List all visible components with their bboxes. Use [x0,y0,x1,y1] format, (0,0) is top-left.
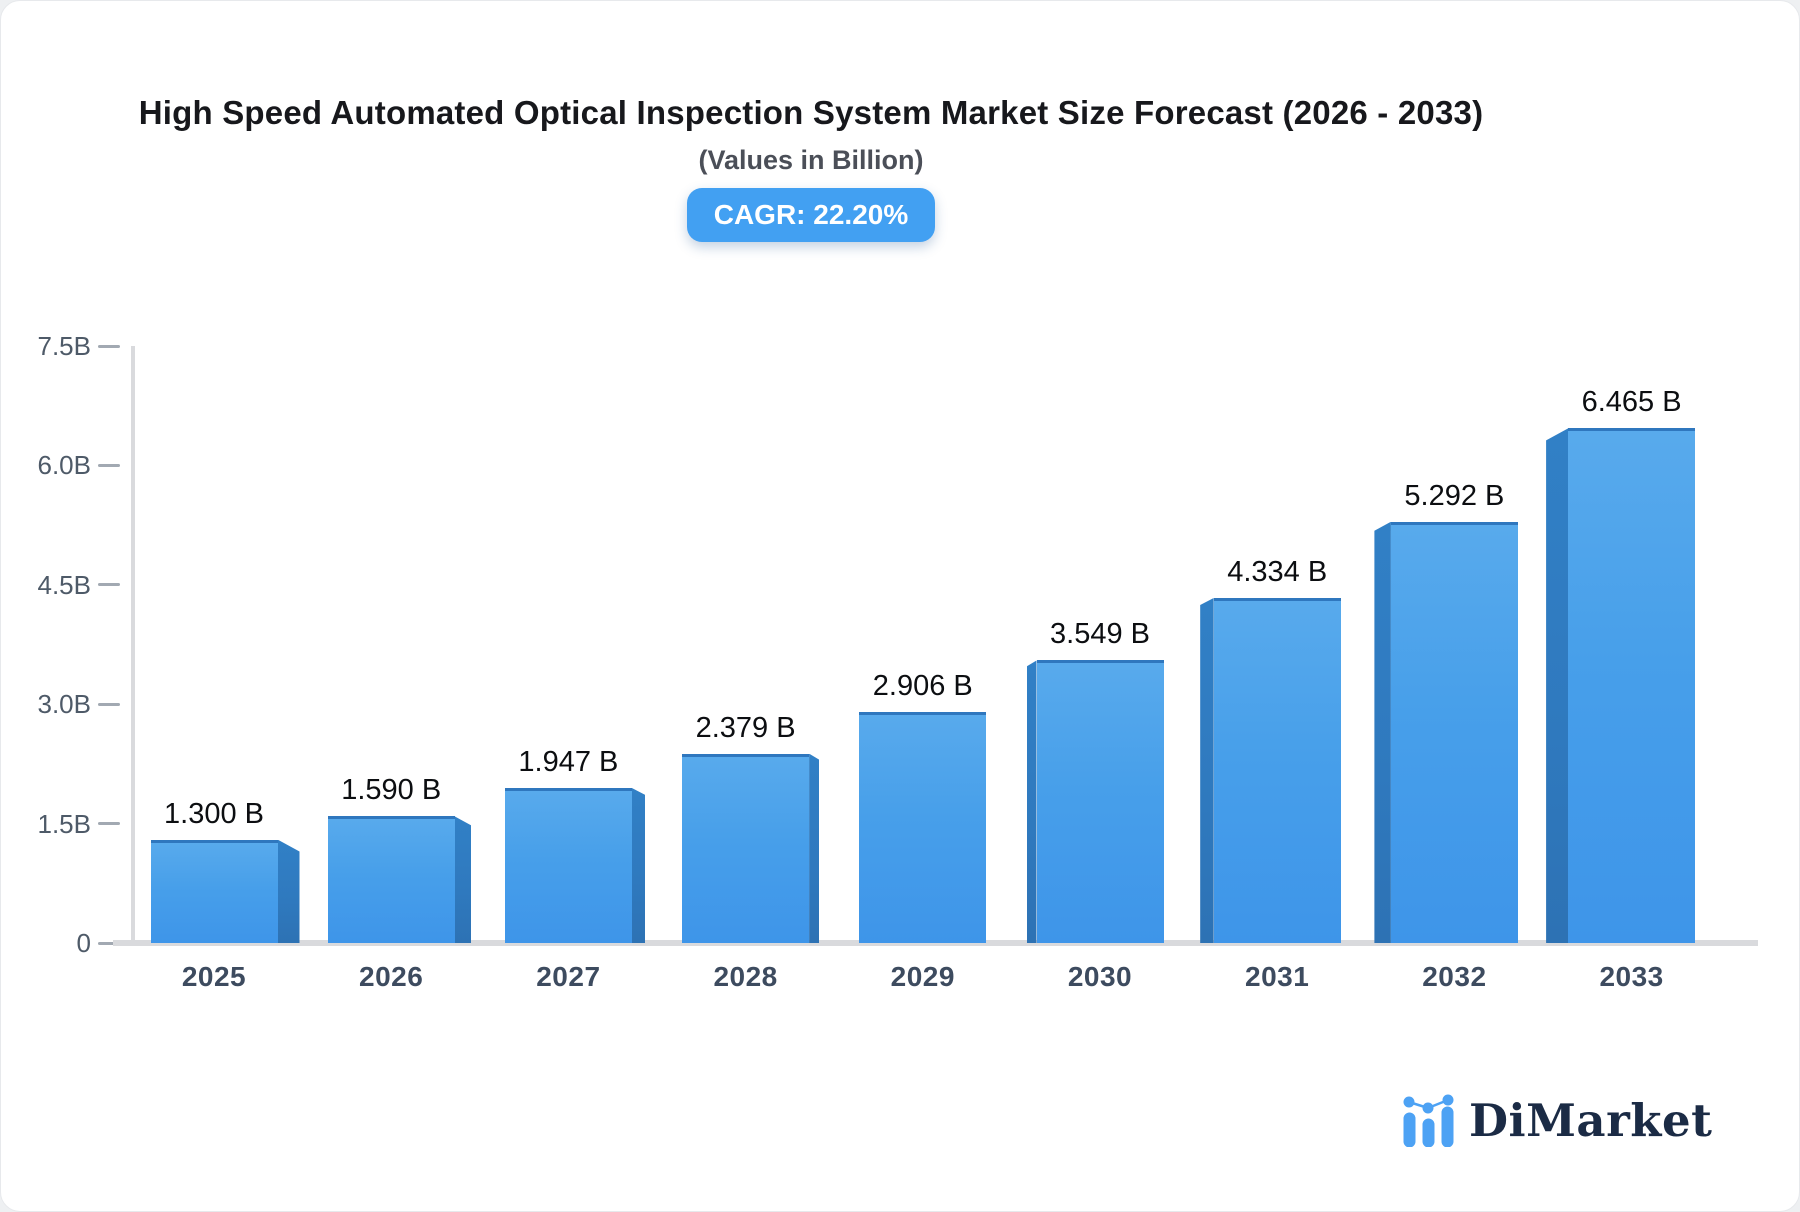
x-axis-label: 2025 [181,961,247,992]
bar-3d-side [277,839,300,943]
x-axis-label: 2032 [1422,961,1487,992]
chart-subtitle: (Values in Billion) [698,145,924,175]
y-axis-tick-label: 6.0B [37,450,92,481]
cagr-badge: CAGR: 22.20% [686,188,936,242]
bar-3d-side [1026,660,1037,943]
bar-2029[interactable] [859,711,987,943]
bar-value-label: 2.906 B [872,669,973,702]
y-axis-tick-label: 1.5B [37,808,92,839]
bar-3d-side [1200,598,1214,943]
x-axis-label: 2028 [713,961,778,992]
bar-2031[interactable] [1213,598,1341,943]
bar-value-label: 1.590 B [341,774,442,807]
x-axis-label: 2030 [1067,961,1133,992]
bar-value-label: 1.947 B [518,746,619,779]
bar-2028[interactable] [682,753,810,943]
page-title: High Speed Automated Optical Inspection … [138,94,1484,131]
y-axis-tick-mark [98,583,120,587]
x-axis-label: 2027 [536,961,601,992]
x-axis-label: 2029 [890,961,955,992]
y-axis-tick-label: 3.0B [37,689,92,720]
y-axis-tick-mark [98,463,120,467]
y-axis-tick-label: 7.5B [37,331,92,361]
y-axis-tick-mark [98,702,120,706]
bar-3d-side [631,788,646,943]
bar-2027[interactable] [504,788,632,943]
x-axis-label: 2026 [359,961,424,992]
y-axis-tick-mark [98,822,120,826]
y-axis-tick-mark [98,941,120,945]
bar-2033[interactable] [1568,428,1696,943]
x-axis-label: 2033 [1599,961,1664,992]
bar-3d-side [809,753,820,943]
dimarket-logo: DiMarket [1403,1093,1712,1147]
bar-value-label: 2.379 B [695,711,796,744]
bar-3d-side [1546,428,1569,943]
x-axis-line [113,940,1758,946]
bar-value-label: 3.549 B [1050,618,1150,651]
x-axis-label: 2031 [1245,961,1310,992]
y-axis-tick-label: 0 [76,928,91,958]
y-axis-tick-label: 4.5B [37,569,92,600]
y-axis-line [131,346,135,943]
bar-2025[interactable] [150,839,278,943]
logo-text: DiMarket [1469,1093,1713,1147]
bar-3d-side [1374,521,1391,943]
bar-3d-side [454,816,472,943]
bar-chart-logo-icon [1403,1094,1454,1147]
bar-value-label: 6.465 B [1581,386,1682,419]
bar-2026[interactable] [327,816,455,943]
y-axis-tick-mark [98,344,120,348]
bar-2030[interactable] [1036,660,1164,943]
bar-value-label: 1.300 B [164,797,264,830]
bar-value-label: 4.334 B [1227,556,1328,588]
bar-value-label: 5.292 B [1404,479,1505,512]
bar-2032[interactable] [1390,521,1518,943]
chart-header: High Speed Automated Optical Inspection … [111,89,1511,242]
